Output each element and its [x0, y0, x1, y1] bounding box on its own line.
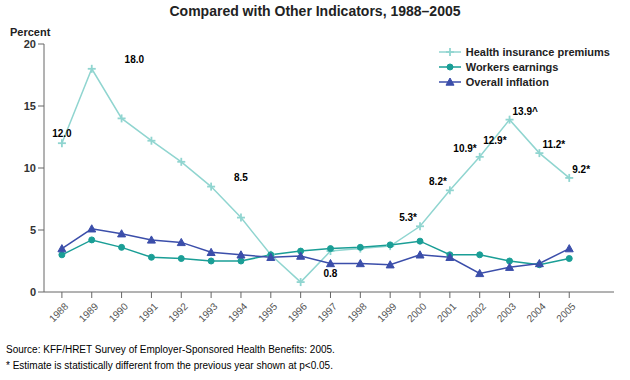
- svg-text:5.3*: 5.3*: [399, 212, 417, 223]
- svg-text:10: 10: [24, 162, 36, 174]
- html-text:Compared with Other Indicators: Compared with Other Indicators, 1988–200…: [169, 3, 461, 19]
- svg-text:1992: 1992: [166, 300, 190, 324]
- svg-text:15: 15: [24, 100, 36, 112]
- svg-text:1996: 1996: [286, 300, 310, 324]
- html-text:Workers earnings: Workers earnings: [465, 61, 559, 73]
- html-text:Source: KFF/HRET Survey of Emp: Source: KFF/HRET Survey of Employer-Spon…: [6, 344, 335, 355]
- svg-text:11.2*: 11.2*: [542, 139, 565, 150]
- svg-text:1994: 1994: [226, 300, 250, 324]
- html-text:Overall inflation: Overall inflation: [465, 76, 549, 88]
- svg-text:1990: 1990: [107, 300, 131, 324]
- svg-text:10.9*: 10.9*: [453, 143, 476, 154]
- svg-text:12.0: 12.0: [52, 128, 72, 139]
- svg-text:5: 5: [30, 224, 36, 236]
- svg-text:1997: 1997: [315, 300, 339, 324]
- svg-text:8.5: 8.5: [234, 172, 248, 183]
- svg-text:1993: 1993: [196, 300, 220, 324]
- svg-text:1995: 1995: [256, 300, 280, 324]
- html-text:Health insurance premiums: Health insurance premiums: [465, 46, 610, 58]
- svg-text:2005: 2005: [554, 300, 578, 324]
- svg-text:1989: 1989: [77, 300, 101, 324]
- svg-text:20: 20: [24, 38, 36, 50]
- svg-text:1999: 1999: [375, 300, 399, 324]
- svg-text:2002: 2002: [465, 300, 489, 324]
- svg-text:1998: 1998: [345, 300, 369, 324]
- svg-text:12.9*: 12.9*: [483, 135, 506, 146]
- html-text:* Estimate is statistically di: * Estimate is statistically different fr…: [6, 360, 333, 371]
- svg-text:2003: 2003: [495, 300, 519, 324]
- svg-text:8.2*: 8.2*: [429, 176, 447, 187]
- svg-text:2001: 2001: [435, 300, 459, 324]
- svg-text:13.9^: 13.9^: [513, 106, 538, 117]
- svg-text:0.8: 0.8: [324, 268, 338, 279]
- svg-text:0: 0: [30, 286, 36, 298]
- svg-text:1988: 1988: [47, 300, 71, 324]
- html-text:Percent: Percent: [10, 26, 51, 38]
- svg-text:2000: 2000: [405, 300, 429, 324]
- svg-text:18.0: 18.0: [125, 54, 145, 65]
- svg-text:1991: 1991: [136, 300, 160, 324]
- svg-text:9.2*: 9.2*: [572, 164, 590, 175]
- svg-text:2004: 2004: [524, 300, 548, 324]
